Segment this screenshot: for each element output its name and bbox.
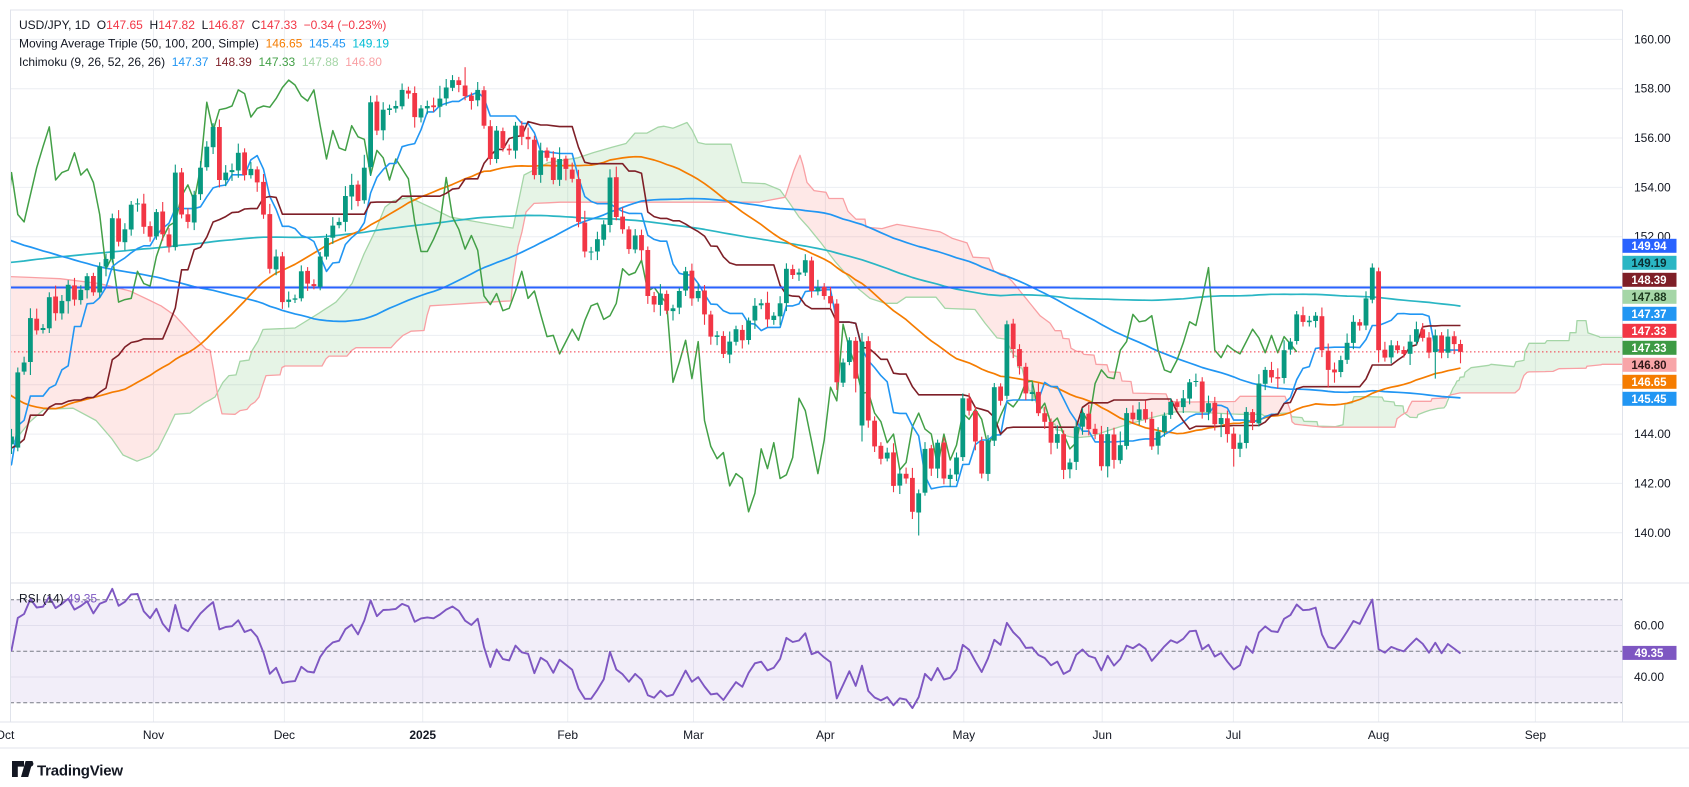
svg-text:Apr: Apr: [816, 728, 835, 742]
svg-text:147.33: 147.33: [1631, 326, 1666, 338]
svg-text:144.00: 144.00: [1634, 427, 1671, 441]
svg-text:Sep: Sep: [1525, 728, 1547, 742]
svg-text:2025: 2025: [409, 728, 436, 742]
svg-text:146.80: 146.80: [1631, 360, 1666, 372]
svg-text:Ichimoku (9, 26, 52, 26, 26): Ichimoku (9, 26, 52, 26, 26) 147.37 148.…: [19, 55, 382, 69]
svg-text:Feb: Feb: [557, 728, 578, 742]
svg-text:49.35: 49.35: [1635, 648, 1664, 660]
svg-text:Mar: Mar: [683, 728, 704, 742]
svg-text:142.00: 142.00: [1634, 476, 1671, 490]
svg-text:USD/JPY, 1D O147.65 H147.82: USD/JPY, 1D O147.65 H147.82 L146.87 C147…: [19, 18, 386, 32]
svg-text:154.00: 154.00: [1634, 180, 1671, 194]
svg-text:148.39: 148.39: [1631, 275, 1666, 287]
svg-text:Moving Average Triple (50, 100: Moving Average Triple (50, 100, 200, Sim…: [19, 37, 389, 51]
svg-text:147.33: 147.33: [1631, 343, 1666, 355]
svg-text:149.94: 149.94: [1631, 241, 1667, 253]
svg-text:Nov: Nov: [143, 728, 164, 742]
svg-text:60.00: 60.00: [1634, 619, 1664, 633]
svg-text:Dec: Dec: [274, 728, 295, 742]
svg-text:Jul: Jul: [1226, 728, 1241, 742]
svg-text:140.00: 140.00: [1634, 526, 1671, 540]
svg-text:147.88: 147.88: [1631, 292, 1667, 304]
svg-text:TradingView: TradingView: [37, 763, 123, 780]
svg-text:Jun: Jun: [1093, 728, 1112, 742]
svg-text:160.00: 160.00: [1634, 32, 1671, 46]
svg-text:40.00: 40.00: [1634, 670, 1664, 684]
svg-text:158.00: 158.00: [1634, 82, 1671, 96]
svg-text:145.45: 145.45: [1631, 394, 1667, 406]
svg-text:156.00: 156.00: [1634, 131, 1671, 145]
svg-text:RSI (14) 49.35: RSI (14) 49.35: [19, 592, 97, 606]
svg-text:Oct: Oct: [0, 728, 15, 742]
svg-text:146.65: 146.65: [1631, 377, 1667, 389]
svg-text:149.19: 149.19: [1631, 258, 1666, 270]
svg-text:Aug: Aug: [1368, 728, 1389, 742]
svg-text:147.37: 147.37: [1631, 309, 1666, 321]
svg-text:May: May: [952, 728, 975, 742]
